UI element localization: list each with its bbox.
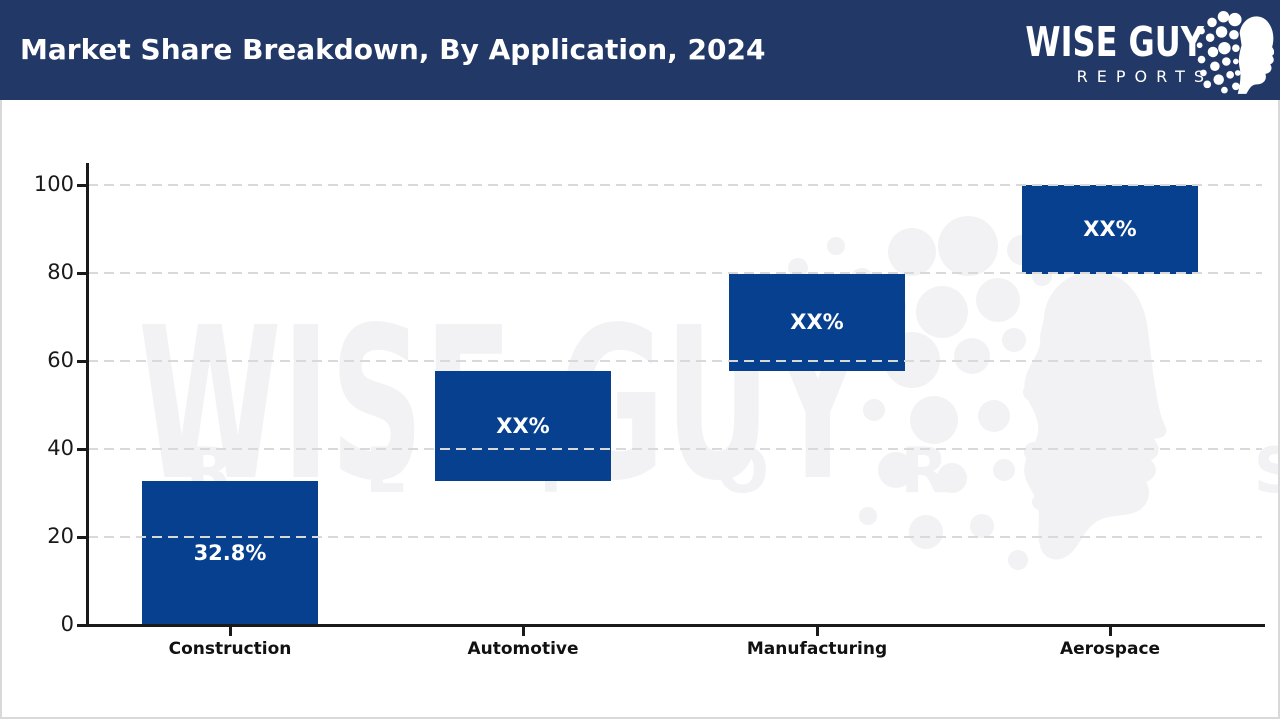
brand-face-icon bbox=[1196, 10, 1274, 94]
bar: XX% bbox=[1022, 185, 1198, 274]
y-tick-label: 40 bbox=[47, 436, 74, 460]
y-tick bbox=[77, 623, 86, 627]
y-tick-label: 80 bbox=[47, 260, 74, 284]
y-tick-label: 0 bbox=[60, 612, 74, 636]
bar-value-label: 32.8% bbox=[193, 540, 267, 565]
y-axis-line bbox=[86, 163, 89, 626]
brand-name: WISE GUY bbox=[1025, 18, 1204, 66]
y-gridline bbox=[88, 536, 1262, 538]
y-gridline bbox=[88, 448, 1262, 450]
bar-value-label: XX% bbox=[790, 310, 844, 335]
x-category-label: Automotive bbox=[467, 639, 579, 659]
x-category-label: Manufacturing bbox=[746, 639, 888, 659]
x-tick bbox=[1108, 627, 1112, 636]
bar: 32.8% bbox=[142, 480, 318, 625]
y-tick-label: 100 bbox=[33, 172, 74, 196]
brand-logo-words: WISE GUY REPORTS bbox=[975, 18, 1204, 87]
y-gridline bbox=[88, 184, 1262, 186]
y-tick bbox=[77, 535, 86, 539]
page-title: Market Share Breakdown, By Application, … bbox=[20, 33, 766, 66]
y-gridline bbox=[88, 272, 1262, 274]
brand-subtitle: REPORTS bbox=[1076, 67, 1213, 86]
x-tick bbox=[521, 627, 525, 636]
y-tick bbox=[77, 183, 86, 187]
y-tick-label: 20 bbox=[47, 524, 74, 548]
x-tick bbox=[815, 627, 819, 636]
y-tick bbox=[77, 359, 86, 363]
x-category-label: Aerospace bbox=[1059, 639, 1161, 659]
bar: XX% bbox=[729, 273, 905, 371]
y-tick bbox=[77, 271, 86, 275]
brand-logo: WISE GUY REPORTS bbox=[1016, 2, 1276, 98]
x-category-label: Construction bbox=[168, 639, 292, 659]
x-tick bbox=[228, 627, 232, 636]
header: Market Share Breakdown, By Application, … bbox=[0, 0, 1280, 100]
y-gridline bbox=[88, 360, 1262, 362]
y-tick bbox=[77, 447, 86, 451]
x-axis-line bbox=[85, 624, 1265, 627]
bar-value-label: XX% bbox=[496, 413, 550, 438]
y-tick-label: 60 bbox=[47, 348, 74, 372]
bar: XX% bbox=[435, 370, 611, 481]
bar-value-label: XX% bbox=[1083, 217, 1137, 242]
